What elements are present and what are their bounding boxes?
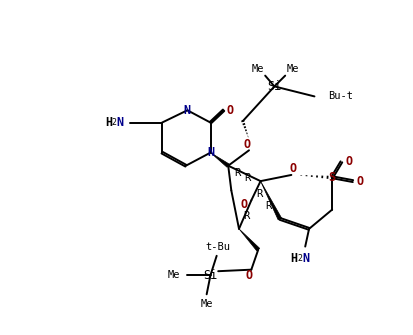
- Text: Si: Si: [203, 269, 218, 281]
- Text: N: N: [116, 116, 123, 129]
- Polygon shape: [239, 229, 260, 251]
- Polygon shape: [211, 153, 229, 167]
- Text: 2: 2: [297, 254, 302, 263]
- Text: O: O: [357, 175, 364, 188]
- Text: H: H: [105, 116, 112, 129]
- Polygon shape: [261, 181, 282, 220]
- Text: O: O: [227, 104, 234, 117]
- Text: S: S: [329, 171, 336, 184]
- Text: N: N: [207, 146, 214, 159]
- Text: O: O: [345, 155, 352, 169]
- Text: Me: Me: [168, 270, 180, 280]
- Text: O: O: [245, 269, 253, 282]
- Text: R: R: [244, 173, 251, 183]
- Text: t-Bu: t-Bu: [206, 242, 231, 252]
- Text: O: O: [290, 161, 297, 175]
- Text: Si: Si: [267, 80, 282, 93]
- Text: Me: Me: [287, 64, 299, 74]
- Text: R: R: [256, 189, 262, 199]
- Text: R: R: [244, 211, 250, 221]
- Text: Me: Me: [200, 299, 213, 309]
- Text: Me: Me: [251, 64, 264, 74]
- Text: O: O: [240, 198, 247, 211]
- Text: O: O: [244, 138, 251, 151]
- Text: R: R: [265, 201, 271, 211]
- Text: N: N: [184, 104, 191, 117]
- Text: 2: 2: [111, 118, 116, 127]
- Text: N: N: [302, 252, 309, 265]
- Text: H: H: [291, 252, 298, 265]
- Text: Bu-t: Bu-t: [328, 91, 353, 102]
- Text: R: R: [234, 168, 241, 178]
